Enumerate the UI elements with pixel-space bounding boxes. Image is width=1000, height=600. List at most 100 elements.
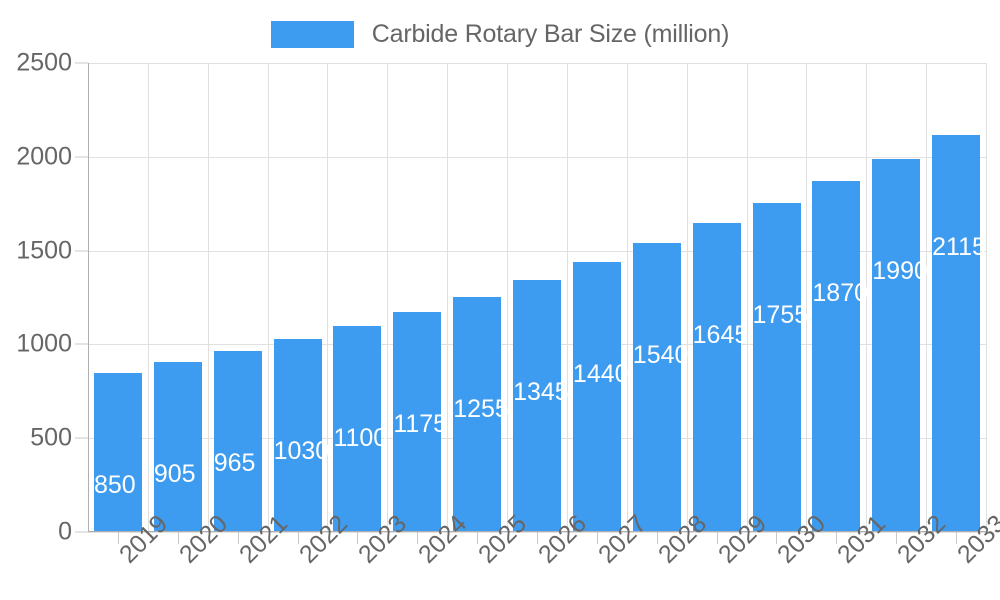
x-tick-label: 2022: [293, 509, 353, 569]
bar[interactable]: [273, 338, 322, 532]
chart-legend: Carbide Rotary Bar Size (million): [0, 12, 1000, 56]
bar-group: 965: [208, 63, 268, 532]
gridline-vertical: [567, 63, 568, 532]
bar[interactable]: [153, 362, 202, 532]
bar-value-label: 1755: [752, 300, 809, 329]
bar[interactable]: [453, 296, 502, 532]
gridline-vertical: [327, 63, 328, 532]
x-tick-label: 2027: [592, 509, 652, 569]
bar[interactable]: [94, 372, 142, 532]
bar-group: 1345: [507, 63, 569, 532]
bar-value-label: 905: [153, 460, 196, 489]
y-tick-label: 500: [30, 423, 72, 452]
bar[interactable]: [752, 202, 801, 532]
bar[interactable]: [393, 311, 442, 532]
x-tick-mark: [417, 532, 418, 544]
bar-group: 1100: [327, 63, 387, 532]
y-tick-mark: [75, 343, 88, 345]
bar[interactable]: [932, 135, 981, 532]
bar[interactable]: [692, 223, 741, 532]
x-axis-line: [88, 531, 986, 532]
x-tick-label: 2024: [413, 509, 473, 569]
bar[interactable]: [632, 243, 681, 532]
x-tick-mark: [896, 532, 897, 544]
x-tick-label: 2029: [712, 509, 772, 569]
legend-label: Carbide Rotary Bar Size (million): [371, 19, 730, 48]
y-tick-label: 0: [58, 517, 72, 546]
bar-value-label: 1540: [632, 341, 689, 370]
y-tick-label: 2500: [16, 48, 72, 77]
bar-group: 1645: [687, 63, 749, 532]
x-tick-label: 2031: [832, 509, 892, 569]
x-tick-label: 2033: [952, 509, 1000, 569]
x-tick-mark: [357, 532, 358, 544]
legend-item-carbide-rotary-bar-size[interactable]: Carbide Rotary Bar Size (million): [270, 19, 730, 49]
x-tick-mark: [118, 532, 119, 544]
x-tick-label: 2020: [173, 509, 233, 569]
bar[interactable]: [572, 261, 621, 532]
x-tick-mark: [298, 532, 299, 544]
y-tick-mark: [75, 531, 88, 533]
bar-value-label: 1440: [572, 359, 629, 388]
y-tick-mark: [75, 156, 88, 158]
bar-value-label: 1175: [393, 409, 448, 438]
bars-layer: 850 905 965 1030 1100 1175 1255 1345 1440 1540 164…: [88, 63, 986, 532]
x-tick-mark: [477, 532, 478, 544]
plot-area: 850 905 965 1030 1100 1175 1255 1345 1440 1540 164…: [88, 63, 987, 533]
gridline-vertical: [806, 63, 807, 532]
gridline-vertical: [747, 63, 748, 532]
bar-group: 1755: [747, 63, 809, 532]
x-tick-label: 2025: [473, 509, 533, 569]
gridline-vertical: [507, 63, 508, 532]
bar-group: 1440: [567, 63, 629, 532]
bar[interactable]: [213, 350, 262, 532]
x-tick-mark: [776, 532, 777, 544]
gridline-vertical: [387, 63, 388, 532]
bar-value-label: 2115: [932, 233, 986, 262]
bar[interactable]: [333, 325, 382, 532]
bar-value-label: 1645: [692, 321, 749, 350]
gridline-horizontal: [88, 250, 986, 252]
x-tick-mark: [238, 532, 239, 544]
bar-group: 1255: [447, 63, 509, 532]
x-tick-label: 2030: [772, 509, 832, 569]
bar-value-label: 965: [213, 448, 256, 477]
gridline-vertical: [627, 63, 628, 532]
x-tick-mark: [717, 532, 718, 544]
y-tick-mark: [75, 62, 88, 64]
y-axis-line: [88, 63, 89, 532]
y-tick-label: 1500: [16, 236, 72, 265]
bar-group: 1990: [866, 63, 928, 532]
y-tick-mark: [75, 250, 88, 252]
x-tick-label: 2026: [533, 509, 593, 569]
bar[interactable]: [812, 181, 861, 532]
bar-value-label: 850: [94, 470, 136, 499]
legend-color-swatch[interactable]: [270, 20, 354, 48]
gridline-horizontal: [88, 63, 986, 64]
bar-group: 2115: [926, 63, 986, 532]
bar[interactable]: [872, 158, 921, 532]
bar-group: 850: [88, 63, 148, 532]
bar-value-label: 1100: [333, 423, 388, 452]
x-tick-label: 2021: [233, 509, 293, 569]
x-tick-mark: [956, 532, 957, 544]
x-tick-label: 2032: [892, 509, 952, 569]
bar-group: 1870: [806, 63, 868, 532]
gridline-vertical: [268, 63, 269, 532]
bar-group: 1030: [268, 63, 329, 532]
y-tick-label: 1000: [16, 329, 72, 358]
x-axis: 2019 2020 2021 2022 2023 2024 2025 2026 2027 2028…: [88, 509, 1000, 600]
gridline-vertical: [447, 63, 448, 532]
y-tick-label: 2000: [16, 142, 72, 171]
bar-value-label: 1255: [453, 394, 509, 423]
gridline-vertical: [926, 63, 927, 532]
bar[interactable]: [513, 279, 562, 532]
x-tick-label: 2019: [113, 509, 174, 569]
y-axis: 0 500 1000 1500 2000 2500: [0, 0, 88, 600]
gridline-vertical: [986, 63, 987, 532]
bar-group: 905: [148, 63, 208, 532]
x-tick-mark: [836, 532, 837, 544]
bar-group: 1175: [387, 63, 447, 532]
x-tick-mark: [537, 532, 538, 544]
gridline-vertical: [866, 63, 867, 532]
